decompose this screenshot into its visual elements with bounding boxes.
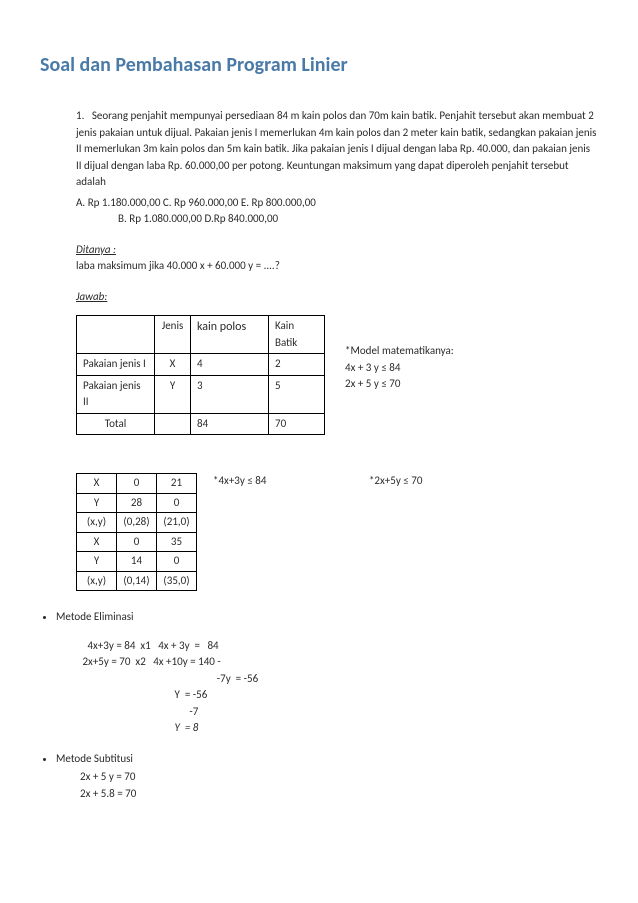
th-polos: kain polos: [191, 316, 269, 354]
sub-line: 2x + 5 y = 70: [80, 769, 598, 786]
sub-title: Metode Subtitusi: [56, 752, 133, 765]
cell: [155, 413, 191, 435]
cell: 84: [191, 413, 269, 435]
elim-line: 2x+5y = 70 x2 4x +10y = 140 -: [80, 654, 598, 671]
choices-line-1: A. Rp 1.180.000,00 C. Rp 960.000,00 E. R…: [76, 195, 598, 212]
table-row: (x,y)(0,28)(21,0): [77, 513, 197, 533]
problem-block: 1. Seorang penjahit mempunyai persediaan…: [40, 108, 598, 609]
table2-labels: *4x+3y ≤ 84 *2x+5y ≤ 70: [213, 473, 422, 490]
cell: 14: [117, 552, 157, 572]
cell: 3: [191, 375, 269, 413]
cell: 0: [117, 532, 157, 552]
sub-line: 2x + 5.8 = 70: [80, 786, 598, 803]
table-row: X035: [77, 532, 197, 552]
answer-choices: A. Rp 1.180.000,00 C. Rp 960.000,00 E. R…: [76, 195, 598, 228]
cell: 21: [157, 474, 197, 494]
model-label: *Model matematikanya:: [345, 343, 454, 360]
table-row: Y280: [77, 493, 197, 513]
table-row: (x,y)(0,14)(35,0): [77, 571, 197, 591]
cell: (0,28): [117, 513, 157, 533]
asked-text: laba maksimum jika 40.000 x + 60.000 y =…: [76, 258, 598, 275]
intercept-table: X021 Y280 (x,y)(0,28)(21,0) X035 Y140 (x…: [76, 473, 197, 591]
asked-section: Ditanya : laba maksimum jika 40.000 x + …: [76, 242, 598, 275]
th-blank: [77, 316, 155, 354]
cell: 2: [269, 354, 325, 376]
cell: 5: [269, 375, 325, 413]
th-batik: Kain Batik: [269, 316, 325, 354]
elim-title: Metode Eliminasi: [56, 610, 134, 623]
page-title: Soal dan Pembahasan Program Linier: [40, 50, 598, 80]
cell: Pakaian jenis I: [77, 354, 155, 376]
table2-row: X021 Y280 (x,y)(0,28)(21,0) X035 Y140 (x…: [76, 441, 598, 609]
model-eq1: 4x + 3 y ≤ 84: [345, 360, 454, 377]
problem-number: 1.: [76, 109, 84, 122]
method-substitution: Metode Subtitusi 2x + 5 y = 70 2x + 5.8 …: [56, 751, 598, 803]
table-row-total: Total 84 70: [77, 413, 325, 435]
elim-line: -7y = -56: [80, 671, 598, 688]
choices-line-2: B. Rp 1.080.000,00 D.Rp 840.000,00: [76, 211, 598, 228]
sub-body: 2x + 5 y = 70 2x + 5.8 = 70: [56, 769, 598, 802]
cell: (21,0): [157, 513, 197, 533]
cell: Y: [155, 375, 191, 413]
cell: (x,y): [77, 513, 117, 533]
cell: 0: [157, 552, 197, 572]
cell: Pakaian jenis II: [77, 375, 155, 413]
cell: 28: [117, 493, 157, 513]
table1-row: Jenis kain polos Kain Batik Pakaian jeni…: [76, 315, 598, 441]
th-jenis: Jenis: [155, 316, 191, 354]
table-row: Pakaian jenis I X 4 2: [77, 354, 325, 376]
cell: 70: [269, 413, 325, 435]
asked-label: Ditanya :: [76, 242, 598, 259]
cell: X: [155, 354, 191, 376]
answer-label: Jawab:: [76, 289, 598, 306]
cell: Total: [77, 413, 155, 435]
model-eq2: 2x + 5 y ≤ 70: [345, 376, 454, 393]
table-header-row: Jenis kain polos Kain Batik: [77, 316, 325, 354]
model-note: *Model matematikanya: 4x + 3 y ≤ 84 2x +…: [345, 343, 454, 393]
cell: Y: [77, 493, 117, 513]
problem-text: 1. Seorang penjahit mempunyai persediaan…: [76, 108, 598, 191]
methods-list: Metode Eliminasi 4x+3y = 84 x1 4x + 3y =…: [40, 609, 598, 802]
cell: (0,14): [117, 571, 157, 591]
cell: 4: [191, 354, 269, 376]
cell: 0: [117, 474, 157, 494]
ineq-label-1: *4x+3y ≤ 84: [213, 474, 266, 487]
cell: (35,0): [157, 571, 197, 591]
elim-line: -7: [80, 704, 598, 721]
cell: 35: [157, 532, 197, 552]
table-row: X021: [77, 474, 197, 494]
table-row: Pakaian jenis II Y 3 5: [77, 375, 325, 413]
ineq-label-2: *2x+5y ≤ 70: [369, 474, 422, 487]
elim-line: 4x+3y = 84 x1 4x + 3y = 84: [80, 638, 598, 655]
problem-body: Seorang penjahit mempunyai persediaan 84…: [76, 109, 596, 188]
cell: (x,y): [77, 571, 117, 591]
elim-body: 4x+3y = 84 x1 4x + 3y = 84 2x+5y = 70 x2…: [56, 638, 598, 737]
elim-line: Y = -56: [80, 687, 598, 704]
cell: Y: [77, 552, 117, 572]
table-row: Y140: [77, 552, 197, 572]
cell: 0: [157, 493, 197, 513]
constraint-table: Jenis kain polos Kain Batik Pakaian jeni…: [76, 315, 325, 435]
elim-line: Y = 8: [80, 720, 598, 737]
cell: X: [77, 532, 117, 552]
method-elimination: Metode Eliminasi 4x+3y = 84 x1 4x + 3y =…: [56, 609, 598, 737]
cell: X: [77, 474, 117, 494]
